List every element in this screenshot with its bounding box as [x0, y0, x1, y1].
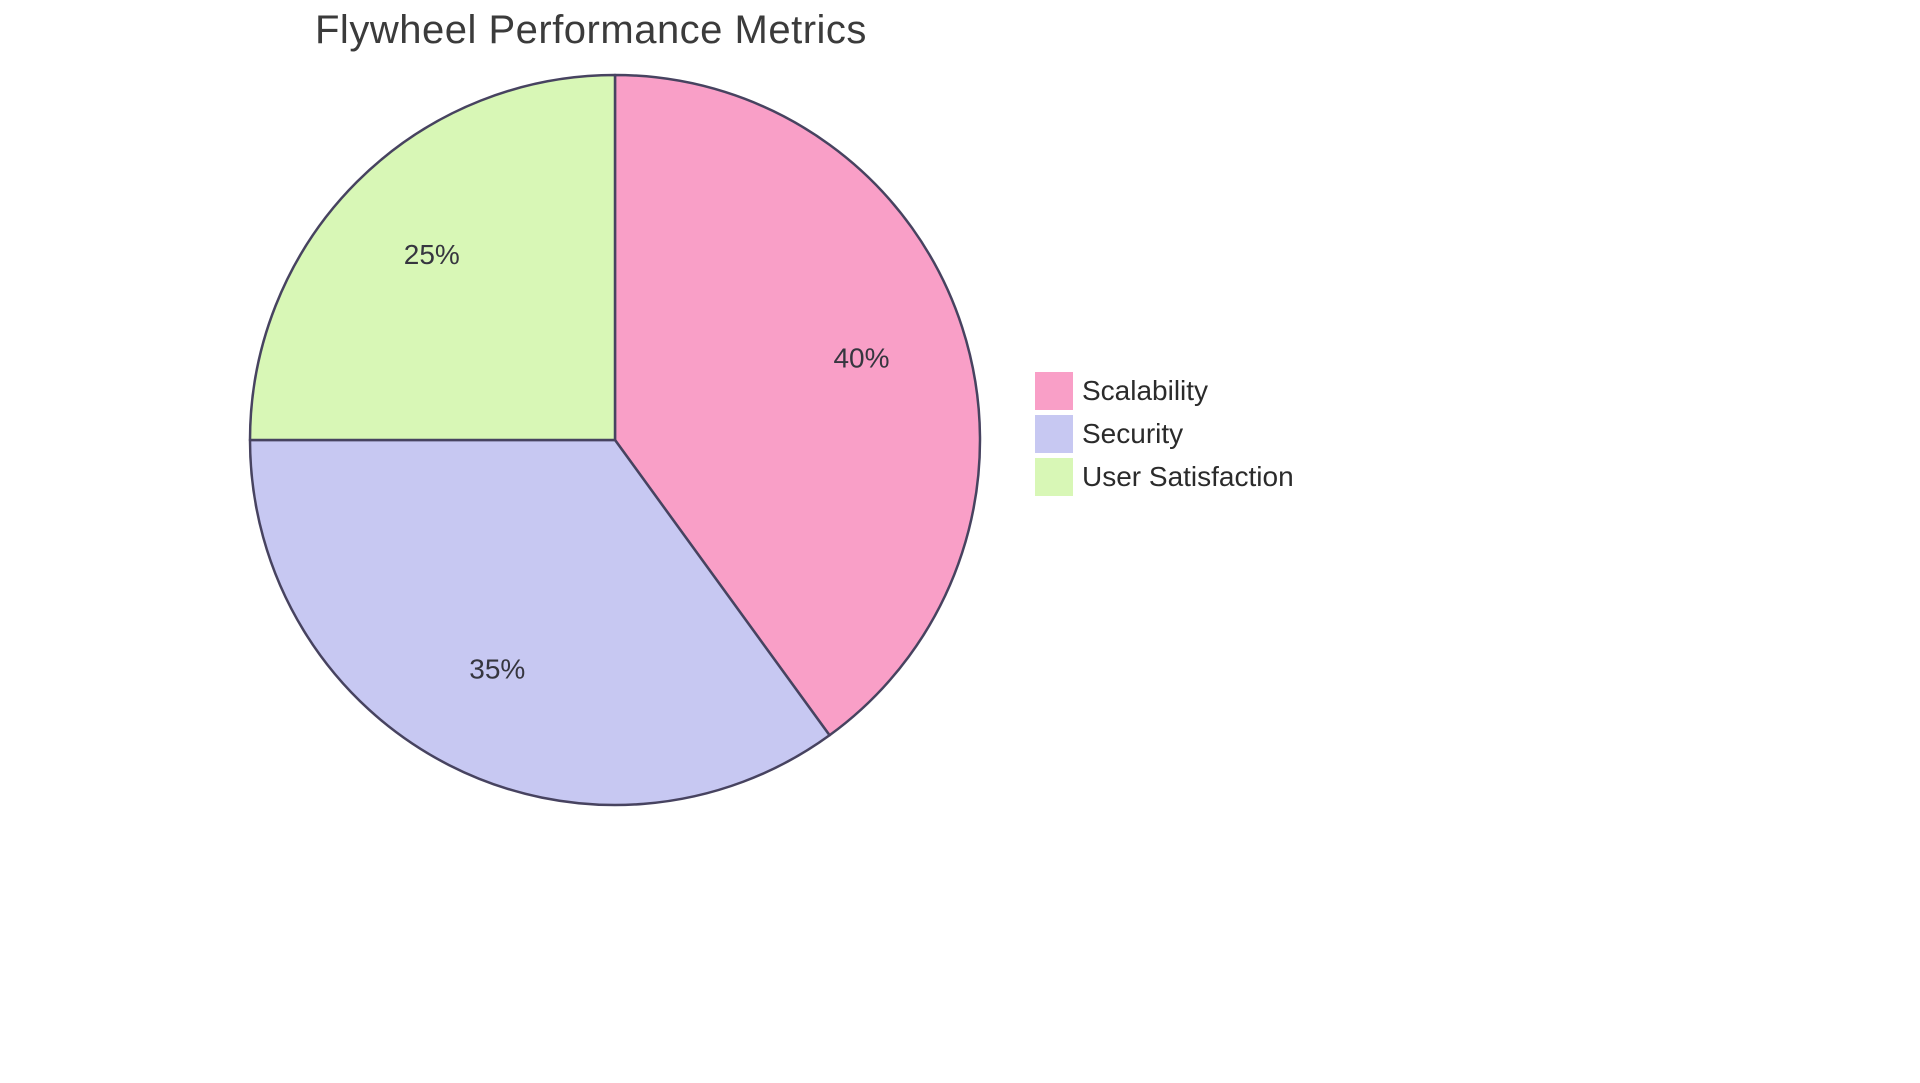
legend-swatch: [1035, 372, 1073, 410]
legend-swatch: [1035, 415, 1073, 453]
legend-label: Scalability: [1082, 375, 1209, 406]
legend-item-user-satisfaction[interactable]: User Satisfaction: [1035, 458, 1294, 496]
chart-title: Flywheel Performance Metrics: [315, 8, 867, 52]
pie-slice-security: [248, 438, 831, 807]
legend-swatch: [1035, 458, 1073, 496]
legend: Scalability Security User Satisfaction: [1035, 372, 1294, 496]
slice-label: 25%: [404, 239, 460, 270]
slice-label: 35%: [469, 653, 525, 684]
legend-item-security[interactable]: Security: [1035, 415, 1294, 453]
pie-slice-user-satisfaction: [248, 73, 617, 442]
legend-item-scalability[interactable]: Scalability: [1035, 372, 1294, 410]
slice-label: 40%: [833, 342, 889, 373]
legend-label: Security: [1082, 418, 1184, 449]
pie-slice-scalability: [613, 73, 982, 737]
legend-label: User Satisfaction: [1082, 461, 1294, 492]
